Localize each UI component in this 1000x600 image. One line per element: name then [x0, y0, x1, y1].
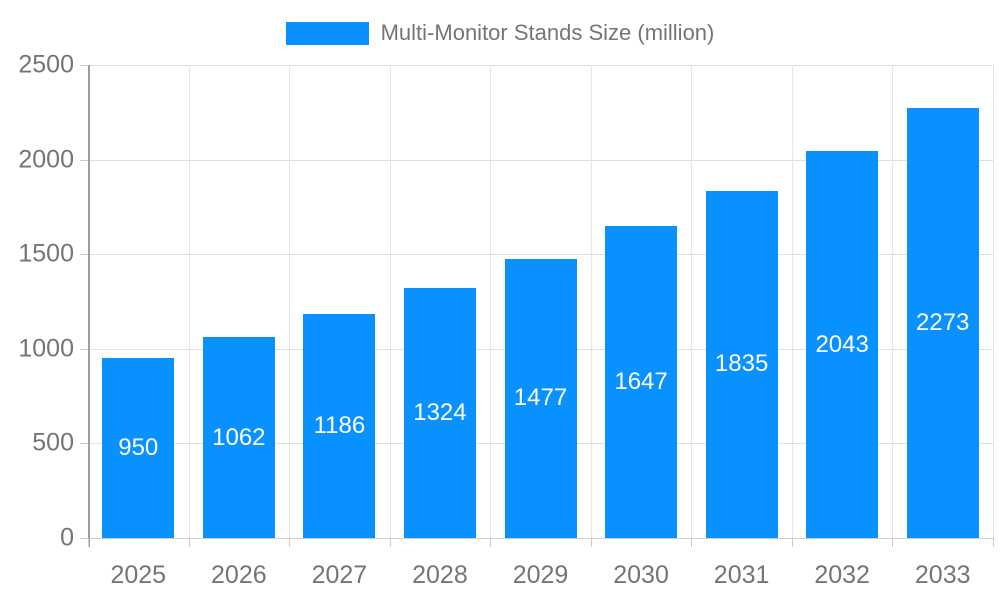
y-tick-label: 1500 [18, 239, 74, 268]
x-axis-tick [188, 538, 190, 547]
bar-value-label: 1186 [313, 411, 366, 439]
x-tick-label: 2030 [613, 561, 669, 589]
horizontal-gridline [88, 159, 993, 161]
bar-2027[interactable]: 1186 [303, 313, 376, 538]
y-axis-tick [80, 254, 88, 256]
y-axis-line [88, 65, 90, 547]
bar-2025[interactable]: 950 [102, 358, 175, 538]
bar-2032[interactable]: 2043 [806, 151, 879, 538]
bar-value-label: 1647 [614, 368, 668, 396]
y-axis-tick [80, 538, 88, 539]
x-axis-tick [490, 538, 492, 547]
vertical-gridline [590, 65, 592, 538]
y-tick-label: 2500 [18, 50, 74, 79]
x-axis-tick [993, 538, 994, 547]
horizontal-gridline [88, 538, 993, 539]
x-tick-label: 2026 [211, 561, 267, 589]
vertical-gridline [490, 65, 492, 538]
horizontal-gridline [88, 254, 993, 256]
bar-value-label: 2273 [916, 308, 970, 336]
x-tick-label: 2032 [814, 561, 870, 589]
chart-legend: Multi-Monitor Stands Size (million) [0, 20, 1000, 46]
bar-value-label: 1324 [413, 398, 467, 426]
vertical-gridline [993, 65, 994, 538]
bar-2029[interactable]: 1477 [504, 258, 577, 538]
bar-2031[interactable]: 1835 [705, 190, 778, 538]
bar-value-label: 1835 [714, 350, 769, 378]
vertical-gridline [188, 65, 190, 538]
bar-value-label: 1062 [212, 423, 266, 451]
vertical-gridline [389, 65, 391, 538]
bar-value-label: 1477 [513, 384, 568, 412]
x-tick-label: 2033 [914, 561, 971, 589]
bar-2026[interactable]: 1062 [202, 337, 275, 538]
x-tick-label: 2027 [311, 561, 368, 589]
vertical-gridline [892, 65, 894, 538]
legend-item[interactable]: Multi-Monitor Stands Size (million) [285, 20, 715, 46]
x-tick-label: 2031 [713, 561, 770, 589]
bar-2028[interactable]: 1324 [403, 287, 476, 538]
vertical-gridline [289, 65, 291, 538]
y-tick-label: 500 [32, 428, 74, 457]
x-axis-tick [88, 538, 89, 547]
x-axis-tick [590, 538, 592, 547]
y-axis-tick [80, 65, 88, 66]
y-tick-label: 0 [60, 523, 74, 552]
x-tick-label: 2029 [512, 561, 569, 589]
bar-2030[interactable]: 1647 [605, 226, 678, 538]
x-axis-tick [691, 538, 693, 547]
x-axis-tick [791, 538, 793, 547]
bar-value-label: 950 [118, 434, 159, 462]
y-axis-tick [80, 443, 88, 445]
plot-area: 950 1062 1186 1324 1477 1647 1835 2043 2273 [88, 65, 994, 539]
y-tick-label: 1000 [18, 334, 74, 363]
x-axis-tick [892, 538, 894, 547]
y-axis-tick [80, 348, 88, 350]
x-tick-label: 2025 [110, 561, 167, 589]
y-tick-label: 2000 [18, 145, 74, 174]
legend-label: Multi-Monitor Stands Size (million) [380, 20, 715, 45]
bar-value-label: 2043 [815, 330, 869, 358]
horizontal-gridline [88, 65, 993, 66]
y-axis-tick [80, 159, 88, 161]
vertical-gridline [691, 65, 693, 538]
vertical-gridline [791, 65, 793, 538]
legend-color-swatch [285, 21, 369, 45]
x-tick-label: 2028 [412, 561, 468, 589]
x-axis-tick [289, 538, 291, 547]
x-axis-tick [389, 538, 391, 547]
bar-2033[interactable]: 2273 [906, 107, 979, 538]
